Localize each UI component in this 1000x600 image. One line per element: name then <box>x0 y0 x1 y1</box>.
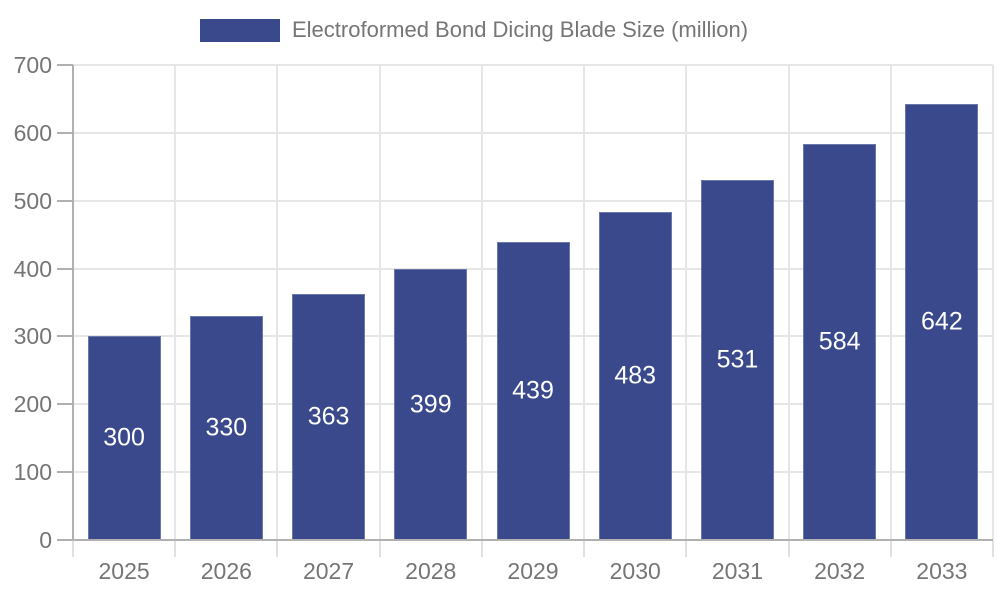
y-tick-label: 600 <box>13 119 52 146</box>
x-tick <box>889 541 892 557</box>
bar <box>598 212 672 540</box>
x-tick-label: 2028 <box>405 558 457 584</box>
x-tick-label: 2032 <box>814 558 866 584</box>
x-tick <box>992 541 994 557</box>
y-tick-label: 400 <box>13 255 52 282</box>
y-tick <box>57 471 73 474</box>
legend-swatch <box>200 18 280 42</box>
bar <box>700 179 774 540</box>
x-gridline <box>378 65 381 540</box>
bar <box>292 293 366 540</box>
x-tick <box>72 541 74 557</box>
y-tick-label: 500 <box>13 187 52 214</box>
bar <box>394 269 468 540</box>
x-gridline <box>276 65 279 540</box>
x-gridline <box>889 65 892 540</box>
x-tick-label: 2033 <box>916 558 968 584</box>
y-tick-label: 100 <box>13 459 52 486</box>
x-gridline <box>583 65 586 540</box>
y-tick <box>57 64 73 66</box>
x-tick-label: 2026 <box>200 558 252 584</box>
y-tick <box>57 131 73 134</box>
legend: Electroformed Bond Dicing Blade Size (mi… <box>200 17 748 43</box>
x-tick <box>583 541 586 557</box>
bar-value-label: 642 <box>921 307 963 336</box>
y-tick-label: 0 <box>39 527 52 553</box>
y-tick <box>57 403 73 406</box>
x-gridline <box>480 65 483 540</box>
legend-label: Electroformed Bond Dicing Blade Size (mi… <box>292 17 749 42</box>
bar <box>189 316 263 540</box>
x-gridline <box>787 65 790 540</box>
x-tick <box>787 541 790 557</box>
bar-value-label: 300 <box>103 423 145 452</box>
y-tick-label: 700 <box>13 52 52 78</box>
bar-value-label: 584 <box>818 327 861 356</box>
x-tick <box>174 541 177 557</box>
bar-value-label: 439 <box>512 376 554 405</box>
x-tick <box>685 541 688 557</box>
x-tick-label: 2027 <box>302 558 355 584</box>
bar-value-label: 483 <box>614 361 657 390</box>
y-tick <box>57 539 73 541</box>
x-tick <box>378 541 381 557</box>
y-tick-label: 300 <box>13 323 52 350</box>
bar-value-label: 531 <box>716 345 759 374</box>
y-axis-line <box>72 65 74 540</box>
x-gridline <box>685 65 688 540</box>
y-tick <box>57 335 73 338</box>
x-tick <box>480 541 483 557</box>
x-axis-line <box>72 539 993 541</box>
x-tick <box>276 541 279 557</box>
bar <box>905 104 979 540</box>
x-tick-label: 2030 <box>609 558 661 584</box>
y-gridline <box>73 199 993 202</box>
y-tick-label: 200 <box>13 391 52 418</box>
bar-value-label: 363 <box>307 402 350 431</box>
x-tick-label: 2029 <box>507 558 559 584</box>
bar-value-label: 330 <box>205 413 248 442</box>
x-gridline <box>992 65 994 540</box>
x-tick-label: 2031 <box>711 558 764 584</box>
y-tick <box>57 267 73 270</box>
x-tick-label: 2025 <box>98 558 150 584</box>
x-gridline <box>174 65 177 540</box>
bar-value-label: 399 <box>409 390 452 419</box>
bar <box>496 242 570 540</box>
bar <box>803 143 877 540</box>
y-tick <box>57 199 73 202</box>
y-gridline <box>73 64 993 66</box>
bar <box>87 336 161 540</box>
y-gridline <box>73 131 993 134</box>
